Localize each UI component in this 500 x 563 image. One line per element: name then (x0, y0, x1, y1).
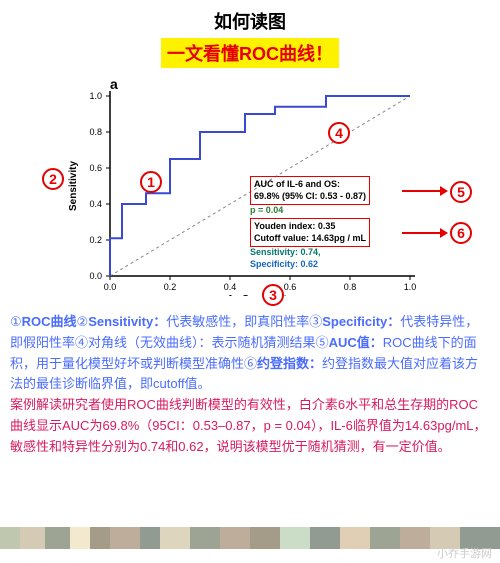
circle-label-1: 1 (140, 171, 162, 193)
stats-box-youden: Youden index: 0.35 Cutoff value: 14.63pg… (250, 218, 370, 247)
def-4: 表示随机猜测结果 (212, 335, 316, 350)
sensitivity-text: Sensitivity: 0.74, (250, 247, 430, 259)
cutoff-value: Cutoff value: 14.63pg / mL (254, 233, 366, 243)
seq-2: ② (77, 314, 89, 329)
seq-3: ③ (309, 314, 322, 329)
header-block: 如何读图 一文看懂ROC曲线！ (0, 0, 500, 68)
svg-text:0.6: 0.6 (284, 282, 297, 292)
svg-text:0.4: 0.4 (89, 199, 102, 209)
svg-text:0.0: 0.0 (89, 271, 102, 281)
arrow-5 (402, 184, 448, 198)
term-2: Sensitivity： (88, 314, 166, 329)
p-value: p = 0.04 (250, 205, 430, 217)
svg-text:0.0: 0.0 (104, 282, 117, 292)
term-5: AUC值： (329, 335, 383, 350)
circle-label-3: 3 (262, 284, 284, 306)
explanation-block: ①ROC曲线②Sensitivity：代表敏感性，即真阳性率③Specifici… (0, 306, 500, 464)
specificity-text: Specificity: 0.62 (250, 259, 430, 271)
term-6: 约登指数： (257, 356, 322, 371)
chart-container: a 0.00.00.20.20.40.40.60.60.80.81.01.01 … (0, 76, 500, 306)
youden-index: Youden index: 0.35 (254, 221, 335, 231)
seq-1: ① (10, 314, 22, 329)
svg-text:0.8: 0.8 (344, 282, 357, 292)
circle-label-6: 6 (450, 222, 472, 244)
circle-label-5: 5 (450, 181, 472, 203)
stats-box-auc: AUC of IL-6 and OS: 69.8% (95% CI: 0.53 … (250, 176, 370, 205)
bottom-photo-strip (0, 527, 500, 549)
svg-text:Sensitivity: Sensitivity (68, 161, 79, 211)
svg-text:1.0: 1.0 (89, 91, 102, 101)
def-2: 代表敏感性，即真阳性率 (166, 314, 309, 329)
term-4: 对角线（无效曲线）： (88, 335, 212, 350)
term-1: ROC曲线 (22, 314, 77, 329)
svg-text:0.2: 0.2 (164, 282, 177, 292)
seq-4: ④ (75, 335, 88, 350)
svg-text:0.2: 0.2 (89, 235, 102, 245)
circle-label-4: 4 (328, 122, 350, 144)
auc-value: 69.8% (95% CI: 0.53 - 0.87) (254, 191, 366, 201)
svg-text:1.0: 1.0 (404, 282, 417, 292)
svg-text:0.6: 0.6 (89, 163, 102, 173)
seq-6: ⑥ (244, 356, 257, 371)
term-3: Specificity： (322, 314, 400, 329)
seq-5: ⑤ (316, 335, 329, 350)
case-study-text: 案例解读研究者使用ROC曲线判断模型的有效性，白介素6水平和总生存期的ROC曲线… (10, 395, 490, 457)
circle-label-2: 2 (42, 168, 64, 190)
arrow-6 (402, 226, 448, 240)
watermark-text: 小乔手游网 (437, 545, 492, 561)
header-title: 如何读图 (0, 8, 500, 34)
header-subtitle: 一文看懂ROC曲线！ (161, 38, 339, 68)
svg-text:0.4: 0.4 (224, 282, 237, 292)
auc-title: AUC of IL-6 and OS: (254, 179, 340, 189)
svg-text:0.8: 0.8 (89, 127, 102, 137)
